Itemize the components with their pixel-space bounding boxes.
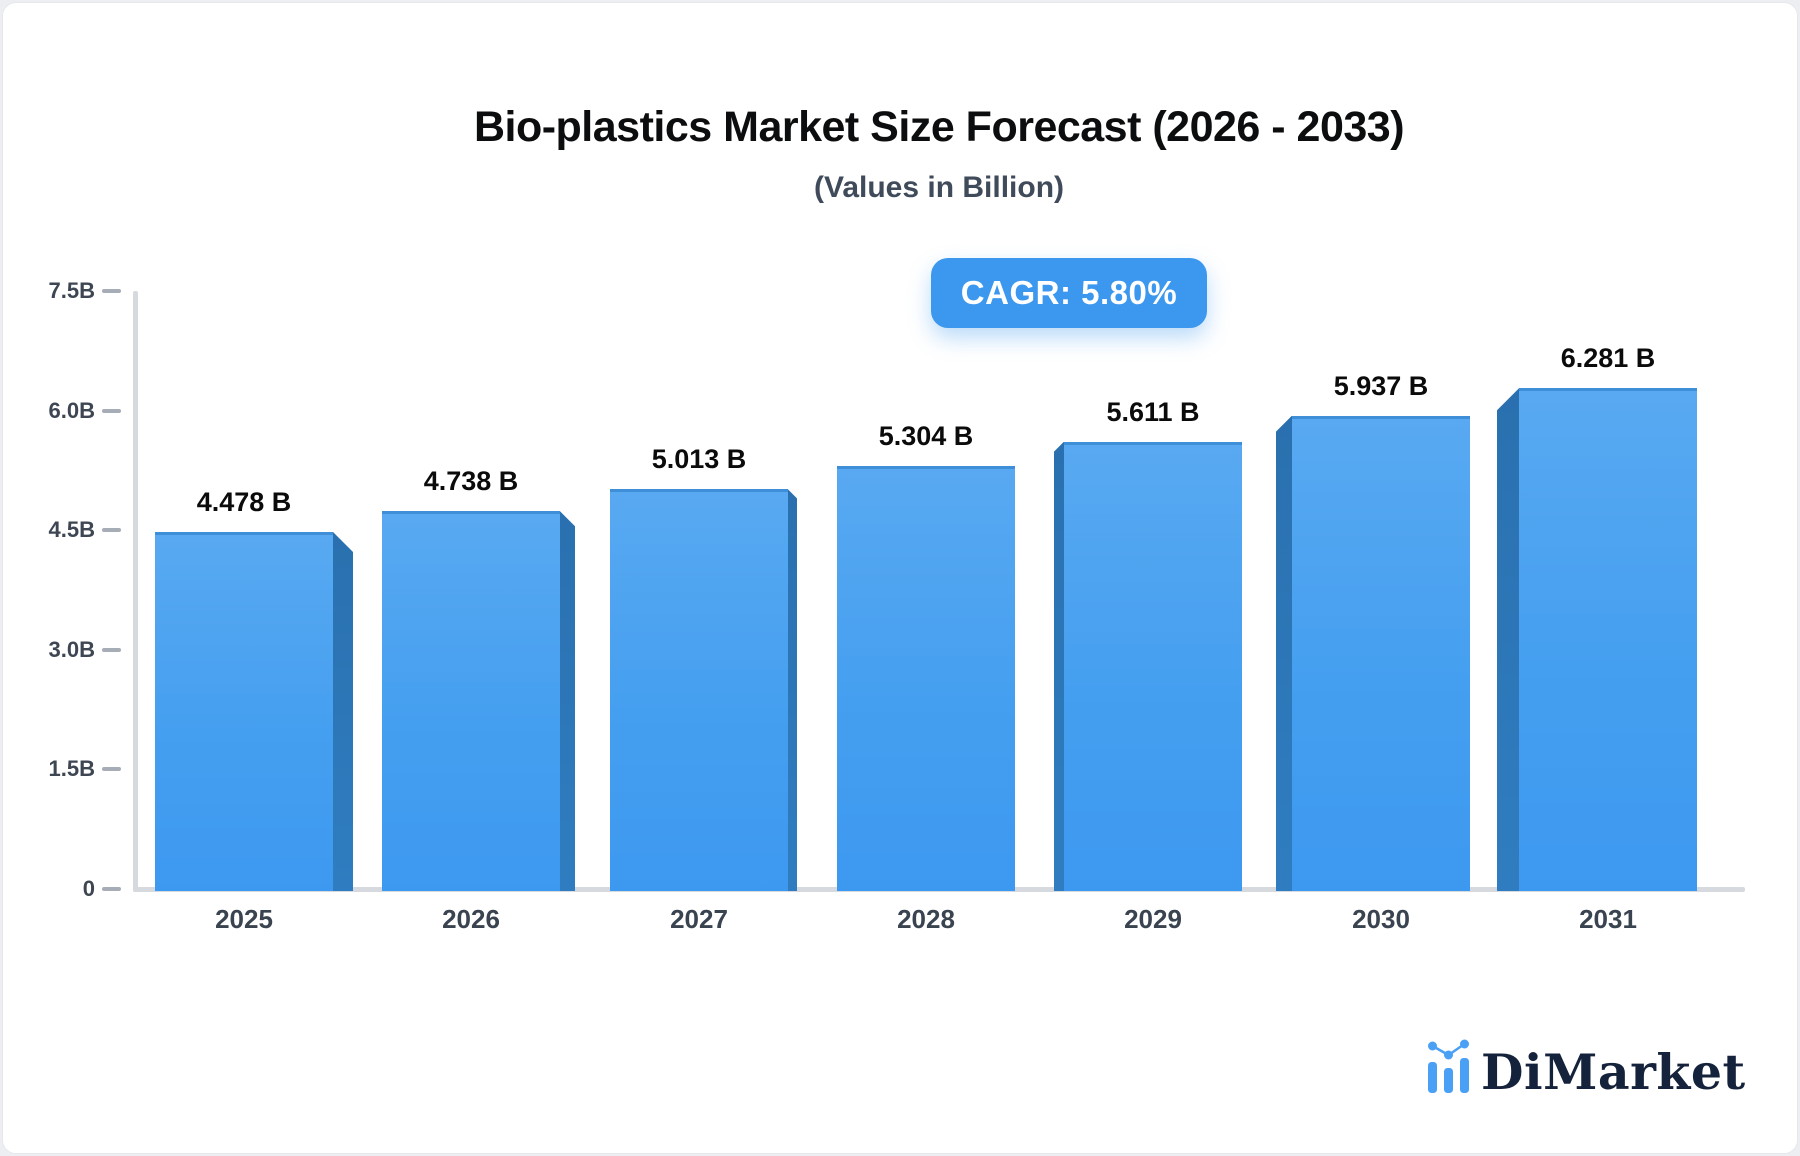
brand-logo-text: DiMarket	[1481, 1043, 1746, 1101]
y-tick-dash	[102, 647, 121, 652]
bar-side-face	[1276, 415, 1292, 891]
bar-value-label: 5.013 B	[651, 444, 747, 475]
y-tick-dash	[102, 289, 121, 294]
bar-2028	[837, 466, 1015, 891]
bar-side-face	[1054, 441, 1064, 891]
y-tick-label: 7.5B	[48, 278, 95, 304]
bar-value-label: 4.738 B	[423, 466, 519, 497]
chart-title: Bio-plastics Market Size Forecast (2026 …	[473, 103, 1405, 151]
y-tick-label: 1.5B	[48, 756, 95, 782]
bar-2027	[610, 489, 788, 891]
y-tick-dash	[102, 528, 121, 533]
chart-subtitle: (Values in Billion)	[813, 171, 1065, 204]
bar-2031	[1519, 388, 1697, 891]
x-axis-label: 2029	[1124, 904, 1182, 934]
x-axis-label: 2026	[442, 904, 500, 934]
y-tick-dash	[102, 887, 121, 891]
bar-value-label: 5.611 B	[1106, 396, 1200, 427]
bar-2026	[382, 511, 560, 891]
bar-side-face	[1497, 388, 1519, 891]
bar-side-face	[333, 531, 353, 891]
bar-2029	[1064, 441, 1242, 891]
bar-2030	[1292, 415, 1470, 891]
y-tick-label: 4.5B	[48, 517, 95, 543]
mini-bar-chart-icon	[1427, 1039, 1471, 1098]
y-tick-label: 0	[82, 876, 95, 901]
y-tick-label: 3.0B	[48, 636, 95, 662]
x-axis-label: 2031	[1579, 904, 1637, 934]
bar-value-label: 4.478 B	[196, 486, 292, 517]
y-axis-line	[133, 291, 138, 892]
x-axis-label: 2028	[897, 904, 955, 934]
bar-value-label: 5.304 B	[878, 421, 974, 452]
x-axis-label: 2030	[1352, 904, 1410, 934]
x-axis-label: 2025	[215, 904, 273, 934]
bar-value-label: 6.281 B	[1560, 343, 1656, 374]
x-axis-label: 2027	[670, 904, 728, 934]
bar-side-face	[560, 511, 575, 891]
y-tick-dash	[102, 408, 121, 413]
bar-side-face	[788, 489, 797, 891]
cagr-badge: CAGR: 5.80%	[931, 258, 1207, 328]
bar-value-label: 5.937 B	[1333, 370, 1429, 401]
y-tick-dash	[102, 767, 121, 772]
y-tick-label: 6.0B	[48, 397, 95, 423]
bar-2025	[155, 531, 333, 891]
brand-logo: DiMarket	[1427, 1039, 1746, 1098]
